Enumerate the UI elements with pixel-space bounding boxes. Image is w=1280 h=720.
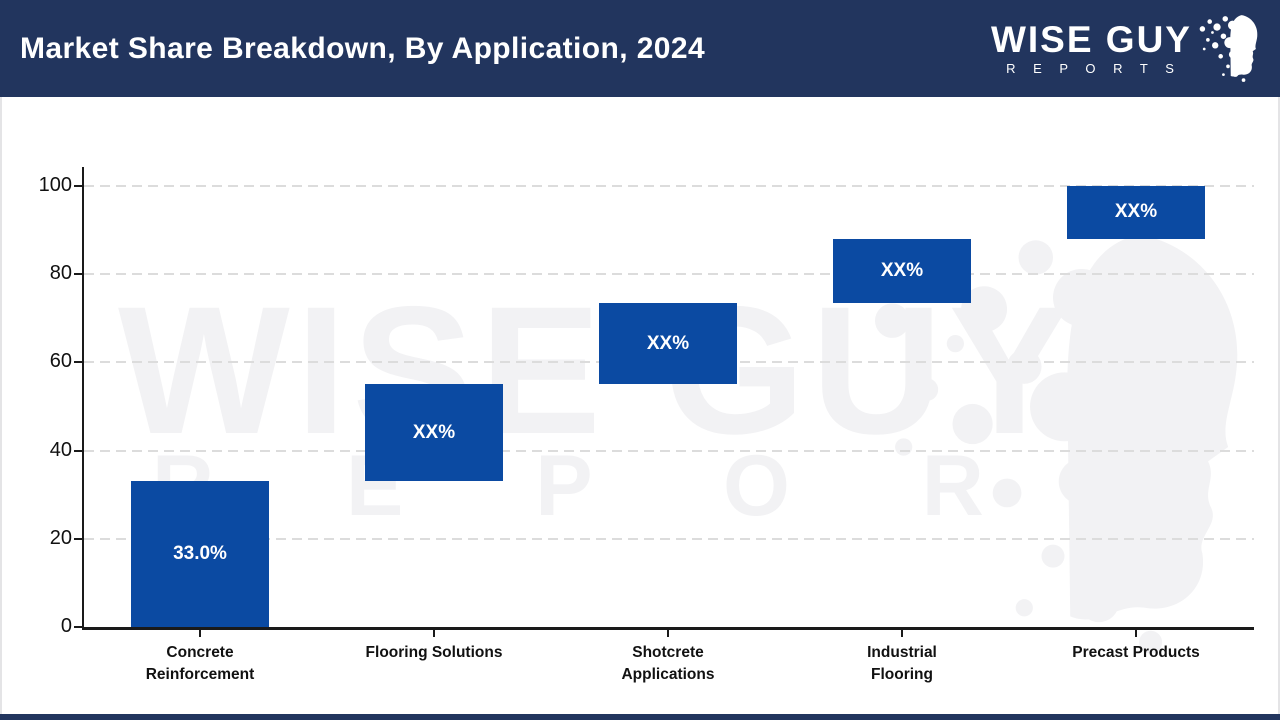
- x-tick-mark-0: [199, 630, 201, 637]
- y-tick-label-20: 20: [49, 526, 72, 549]
- bar-value-label-1: XX%: [412, 421, 456, 443]
- x-category-label-4: Precast Products: [1072, 644, 1200, 661]
- wiseguy-face-icon: [1199, 14, 1258, 82]
- brand-logo: WISE GUY R E P O R T S: [991, 11, 1260, 87]
- x-category-label-3: Industrial Flooring: [867, 644, 937, 683]
- gridline-20: [84, 537, 1254, 540]
- y-tick-label-80: 80: [49, 262, 72, 285]
- y-tick-mark-0: [74, 626, 82, 628]
- y-tick-label-0: 0: [60, 615, 72, 637]
- y-tick-label-60: 60: [49, 350, 72, 373]
- footer-bar: [0, 714, 1280, 720]
- logo-wordmark: WISE GUY: [990, 19, 1192, 60]
- x-category-label-1: Flooring Solutions: [365, 644, 503, 661]
- x-tick-mark-2: [667, 630, 669, 637]
- y-tick-mark-20: [74, 537, 82, 540]
- y-tick-mark-40: [74, 449, 82, 452]
- bar-value-label-2: XX%: [646, 332, 690, 354]
- bar-value-label-3: XX%: [880, 259, 924, 281]
- bar-1: XX%: [365, 384, 503, 482]
- y-axis-line: [82, 167, 84, 629]
- page-title: Market Share Breakdown, By Application, …: [20, 31, 706, 65]
- chart-area: WISE GUY R E P O R T S 0: [0, 97, 1280, 714]
- gridline-40: [84, 449, 1254, 452]
- y-tick-mark-60: [74, 361, 82, 364]
- bar-4: XX%: [1067, 186, 1205, 239]
- gridline-80: [84, 273, 1254, 276]
- wiseguy-face-watermark-icon: [874, 234, 1238, 654]
- gridline-100: [84, 185, 1254, 187]
- logo-subtext: R E P O R T S: [1006, 61, 1181, 76]
- header: Market Share Breakdown, By Application, …: [0, 0, 1280, 97]
- x-category-label-2: Shotcrete Applications: [621, 644, 715, 683]
- y-tick-mark-80: [74, 273, 82, 276]
- x-tick-mark-1: [433, 630, 435, 637]
- y-tick-label-40: 40: [49, 438, 72, 461]
- bar-3: XX%: [833, 238, 971, 303]
- bar-0: 33.0%: [131, 481, 269, 627]
- bar-2: XX%: [599, 302, 737, 385]
- y-tick-label-100: 100: [38, 174, 72, 196]
- brand-logo-text: WISE GUY R E P O R T S: [991, 21, 1192, 76]
- bar-value-label-0: 33.0%: [173, 543, 227, 565]
- y-tick-mark-100: [74, 185, 82, 187]
- x-axis-line: [82, 627, 1254, 630]
- x-category-label-0: Concrete Reinforcement: [145, 644, 255, 683]
- x-tick-mark-3: [901, 630, 903, 637]
- bar-value-label-4: XX%: [1114, 201, 1158, 223]
- x-tick-mark-4: [1135, 630, 1137, 637]
